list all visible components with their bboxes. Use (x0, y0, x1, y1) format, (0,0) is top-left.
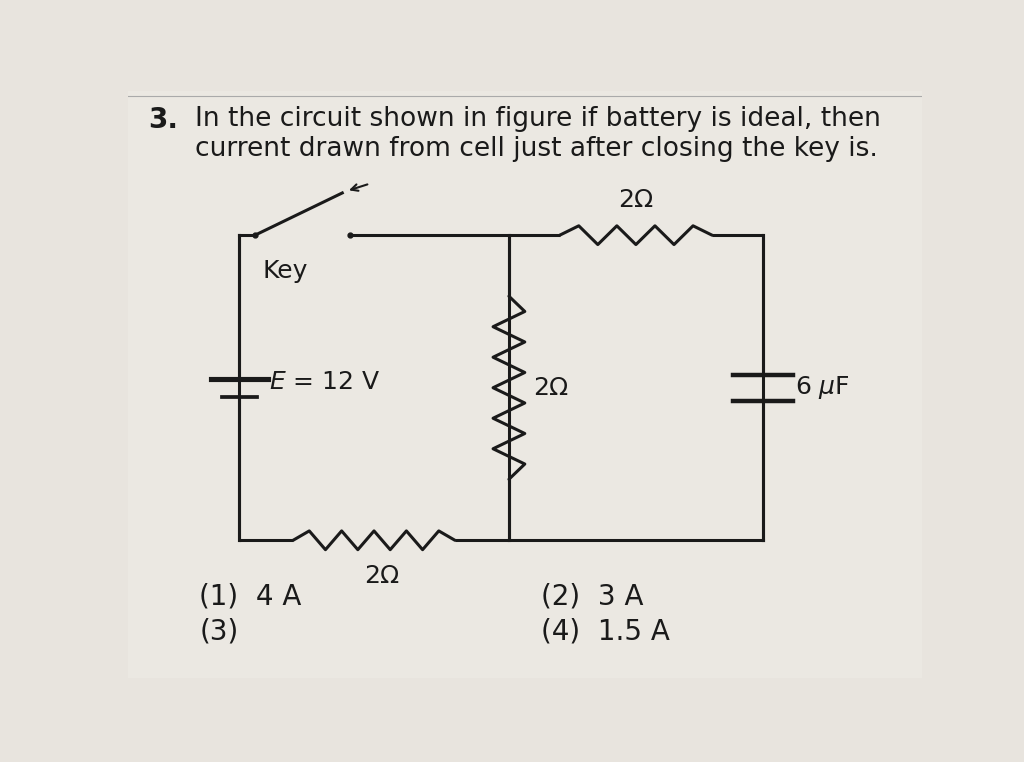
Text: Key: Key (263, 258, 308, 283)
Text: (1)  4 A: (1) 4 A (200, 583, 302, 610)
Text: (4)  1.5 A: (4) 1.5 A (541, 618, 670, 646)
Text: 2$\Omega$: 2$\Omega$ (532, 376, 569, 400)
Text: 6 $\mu$F: 6 $\mu$F (795, 374, 849, 402)
Text: (3): (3) (200, 618, 239, 646)
Text: (2)  3 A: (2) 3 A (541, 583, 643, 610)
Text: $E$ = 12 V: $E$ = 12 V (269, 370, 381, 394)
Text: In the circuit shown in figure if battery is ideal, then
current drawn from cell: In the circuit shown in figure if batter… (196, 106, 882, 162)
Text: 2$\Omega$: 2$\Omega$ (617, 187, 654, 212)
FancyBboxPatch shape (128, 91, 922, 678)
Text: 2$\Omega$: 2$\Omega$ (364, 564, 400, 588)
Text: 3.: 3. (147, 106, 178, 134)
